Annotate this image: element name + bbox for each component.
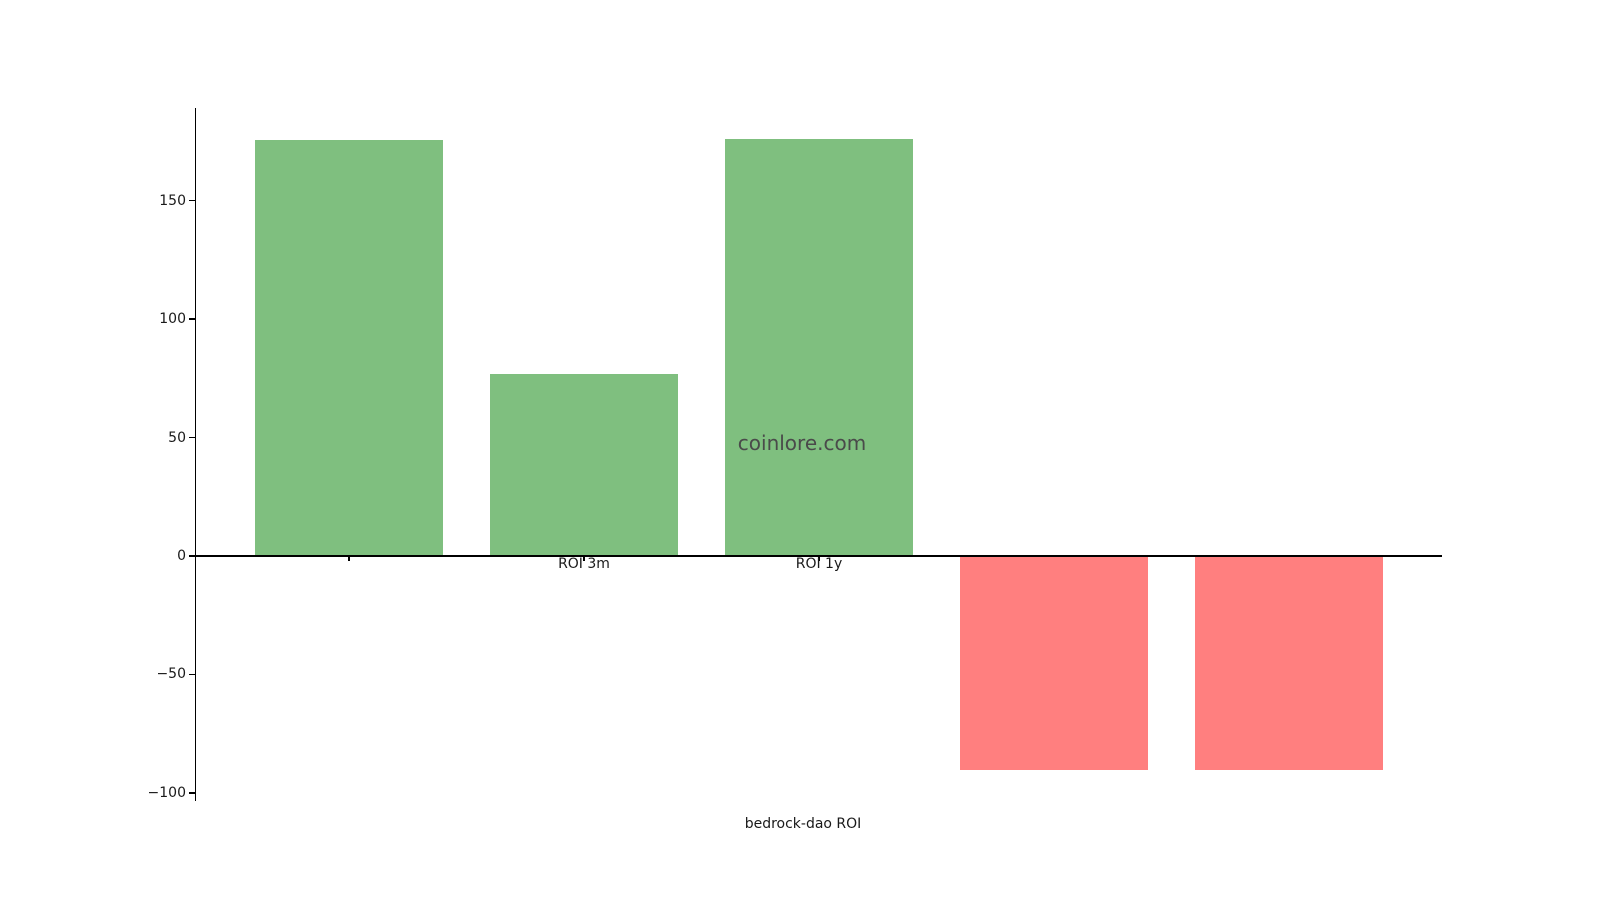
y-tick-label-150: 150 bbox=[159, 192, 186, 209]
bar-series-3 bbox=[960, 555, 1148, 770]
y-tick-0 bbox=[189, 555, 195, 557]
bar-ROI 3m bbox=[490, 374, 678, 556]
y-axis-line bbox=[194, 107, 196, 802]
x-tick-label-2: ROI 1y bbox=[795, 555, 843, 572]
x-tick-2 bbox=[818, 555, 820, 562]
y-tick-label-0: 0 bbox=[177, 547, 186, 564]
y-tick-label-100: 100 bbox=[159, 311, 186, 328]
x-tick-label-1: ROI 3m bbox=[558, 555, 610, 572]
x-tick-0 bbox=[348, 555, 350, 562]
y-tick-50 bbox=[189, 436, 195, 439]
bar-series-4 bbox=[1195, 555, 1383, 770]
y-tick--100 bbox=[189, 792, 195, 794]
y-tick-label--100: −100 bbox=[147, 784, 186, 801]
x-tick-1 bbox=[583, 555, 585, 562]
y-tick-label-50: 50 bbox=[168, 429, 186, 446]
watermark-text: coinlore.com bbox=[737, 431, 867, 455]
y-tick-label--50: −50 bbox=[156, 666, 186, 683]
y-tick-150 bbox=[189, 199, 195, 202]
y-tick-100 bbox=[189, 318, 195, 320]
y-tick--50 bbox=[189, 673, 195, 676]
x-axis-title: bedrock-dao ROI bbox=[744, 816, 862, 832]
bar-ROI 1y bbox=[725, 139, 913, 556]
bar-series-0 bbox=[255, 140, 443, 556]
